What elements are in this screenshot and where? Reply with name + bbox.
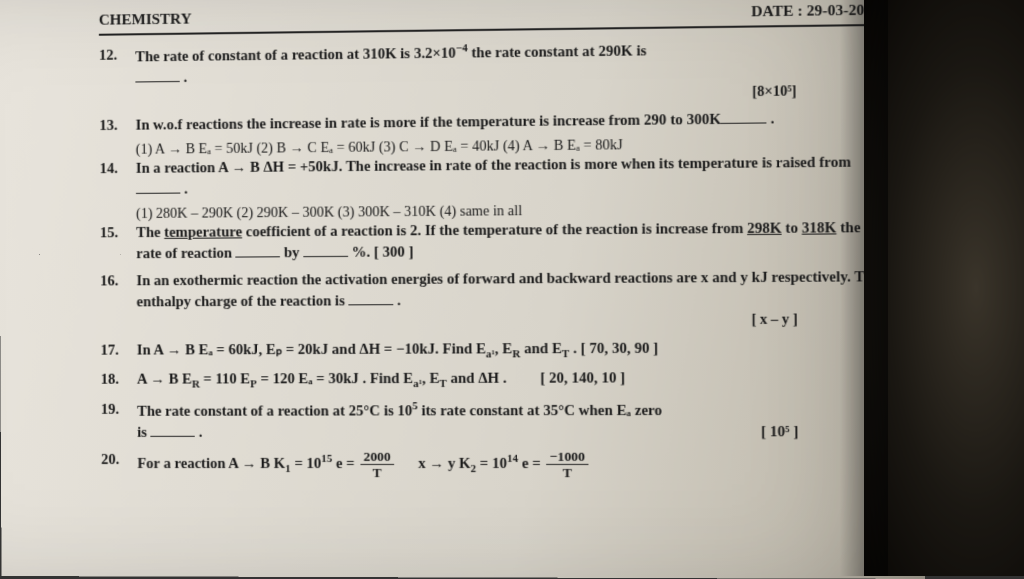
- question-number: 13.: [99, 116, 135, 137]
- answer-hint: [ 20, 140, 10 ]: [540, 370, 625, 386]
- question-number: 20.: [101, 450, 137, 480]
- subject-label: CHEMISTRY: [99, 11, 192, 29]
- question-number: 17.: [101, 340, 137, 364]
- answer-hint: [8×10⁵]: [135, 81, 880, 110]
- question-17: 17. In A → B Eₐ = 60kJ, Eₚ = 20kJ and ΔH…: [101, 337, 882, 364]
- question-number: 15.: [100, 223, 136, 265]
- worksheet-page: CHEMISTRY DATE : 29-03-2022 12. The rate…: [0, 0, 925, 579]
- question-body: The rate of constant of a reaction at 31…: [135, 36, 880, 110]
- question-number: 16.: [100, 271, 137, 334]
- question-number: 18.: [101, 370, 137, 394]
- answer-blank: [236, 244, 281, 257]
- fraction: 2000T: [360, 450, 394, 480]
- question-number: 19.: [101, 400, 137, 444]
- answer-blank: [135, 69, 179, 83]
- question-13: 13. In w.o.f reactions the increase in r…: [99, 108, 880, 137]
- question-body: In A → B Eₐ = 60kJ, Eₚ = 20kJ and ΔH = −…: [137, 337, 882, 364]
- question-16: 16. In an exothermic reaction the activa…: [100, 267, 882, 334]
- question-body: In an exothermic reaction the activation…: [136, 267, 881, 334]
- question-body: A → B ER = 110 EP = 120 Eₐ = 30kJ . Find…: [137, 368, 882, 394]
- answer-blank: [151, 423, 195, 436]
- question-body: In a reaction A → B ΔH = +50kJ. The incr…: [136, 152, 881, 201]
- answer-hint: [ x – y ]: [137, 310, 882, 334]
- answer-blank: [721, 110, 767, 124]
- page-header: CHEMISTRY DATE : 29-03-2022: [99, 2, 880, 35]
- question-body: The temperature coefficient of a reactio…: [136, 218, 881, 265]
- question-number: 14.: [100, 159, 136, 201]
- fraction: −1000T: [546, 449, 588, 479]
- answer-blank: [136, 181, 180, 194]
- question-12: 12. The rate of constant of a reaction a…: [99, 36, 881, 110]
- question-18: 18. A → B ER = 110 EP = 120 Eₐ = 30kJ . …: [101, 368, 882, 394]
- page-curl-shadow: [864, 0, 1024, 576]
- question-15: 15. The temperature coefficient of a rea…: [100, 218, 881, 266]
- question-body: In w.o.f reactions the increase in rate …: [136, 108, 881, 137]
- answer-blank: [303, 244, 348, 257]
- question-20: 20. For a reaction A → B K1 = 1015 e = 2…: [101, 449, 882, 479]
- answer-blank: [348, 292, 393, 305]
- question-number: 12.: [99, 45, 136, 110]
- question-14: 14. In a reaction A → B ΔH = +50kJ. The …: [100, 152, 881, 201]
- question-body: The rate constant of a reaction at 25°C …: [137, 398, 882, 444]
- question-body: For a reaction A → B K1 = 1015 e = 2000T…: [137, 449, 882, 479]
- question-19: 19. The rate constant of a reaction at 2…: [101, 398, 883, 444]
